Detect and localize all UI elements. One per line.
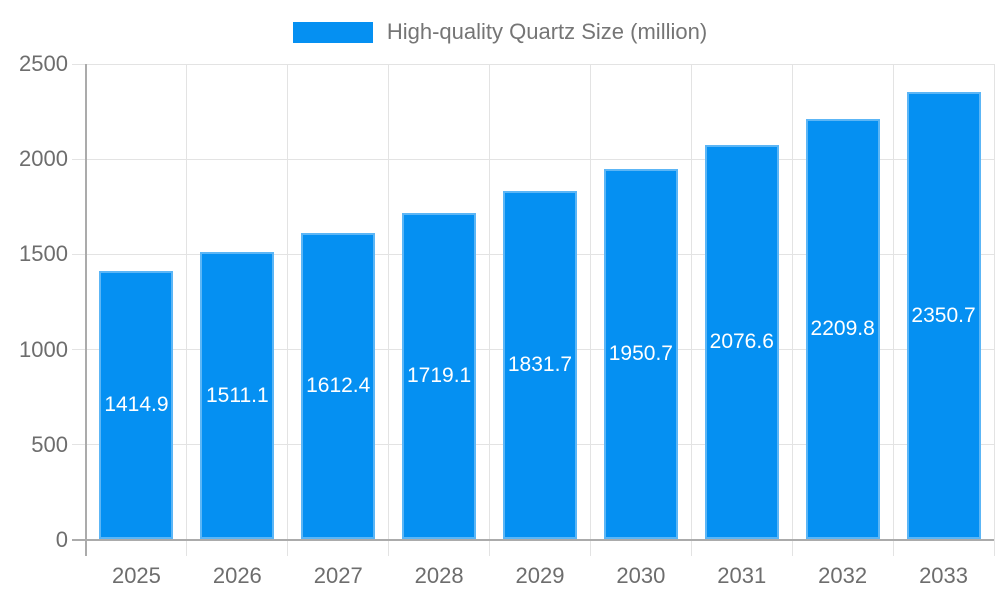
y-axis-tick-label: 500	[31, 431, 68, 457]
x-axis-tick-label: 2033	[919, 563, 969, 588]
gridline-vertical	[892, 64, 894, 556]
x-axis-line	[72, 539, 994, 541]
y-axis-tick-label: 0	[55, 527, 68, 552]
bar-value-label: 1612.4	[306, 373, 371, 397]
gridline-vertical	[690, 64, 692, 556]
x-axis-tick-label: 2026	[212, 563, 262, 588]
x-axis-tick-label: 2030	[616, 563, 666, 588]
bar-value-label: 1414.9	[104, 392, 169, 416]
gridline-vertical	[993, 64, 995, 556]
gridline-horizontal	[72, 63, 994, 65]
bar-2029[interactable]	[503, 191, 577, 539]
y-axis-tick-label: 2000	[19, 146, 68, 172]
gridline-horizontal	[72, 158, 994, 160]
gridline-vertical	[287, 64, 289, 556]
bar-2028[interactable]	[402, 212, 477, 539]
x-axis-tick-label: 2025	[111, 563, 161, 588]
gridline-vertical	[388, 64, 390, 556]
legend-label: High-quality Quartz Size (million)	[386, 19, 708, 44]
x-axis-tick-label: 2032	[818, 563, 868, 588]
bar-value-label: 1950.7	[608, 341, 673, 365]
bar-2025[interactable]	[99, 270, 174, 539]
gridline-vertical	[791, 64, 793, 556]
x-axis-tick-label: 2028	[414, 563, 464, 588]
y-axis-tick-label: 1500	[19, 241, 68, 267]
y-axis-tick-label: 2500	[19, 51, 68, 76]
x-axis-tick-label: 2031	[717, 563, 767, 588]
bar-value-label: 1511.1	[205, 383, 269, 407]
bar-2027[interactable]	[301, 232, 376, 539]
bar-value-label: 2350.7	[911, 303, 976, 327]
x-axis-tick-label: 2029	[515, 563, 565, 588]
gridline-vertical	[489, 64, 491, 556]
bar-value-label: 2209.8	[810, 317, 875, 341]
bar-value-label: 1719.1	[406, 363, 472, 387]
bar-value-label: 2076.6	[709, 329, 774, 353]
gridline-vertical	[186, 64, 188, 556]
bar-2032[interactable]	[805, 119, 880, 539]
bar-2031[interactable]	[704, 144, 779, 539]
y-axis-tick-label: 1000	[19, 336, 68, 362]
legend-swatch	[292, 21, 373, 43]
y-axis-line	[85, 64, 87, 556]
bar-2033[interactable]	[906, 92, 981, 539]
legend[interactable]: High-quality Quartz Size (million)	[0, 21, 1000, 43]
x-axis-tick-label: 2027	[313, 563, 363, 588]
bar-2030[interactable]	[603, 168, 678, 539]
bar-value-label: 1831.7	[507, 353, 573, 377]
bar-2026[interactable]	[200, 252, 275, 539]
gridline-vertical	[589, 64, 591, 556]
